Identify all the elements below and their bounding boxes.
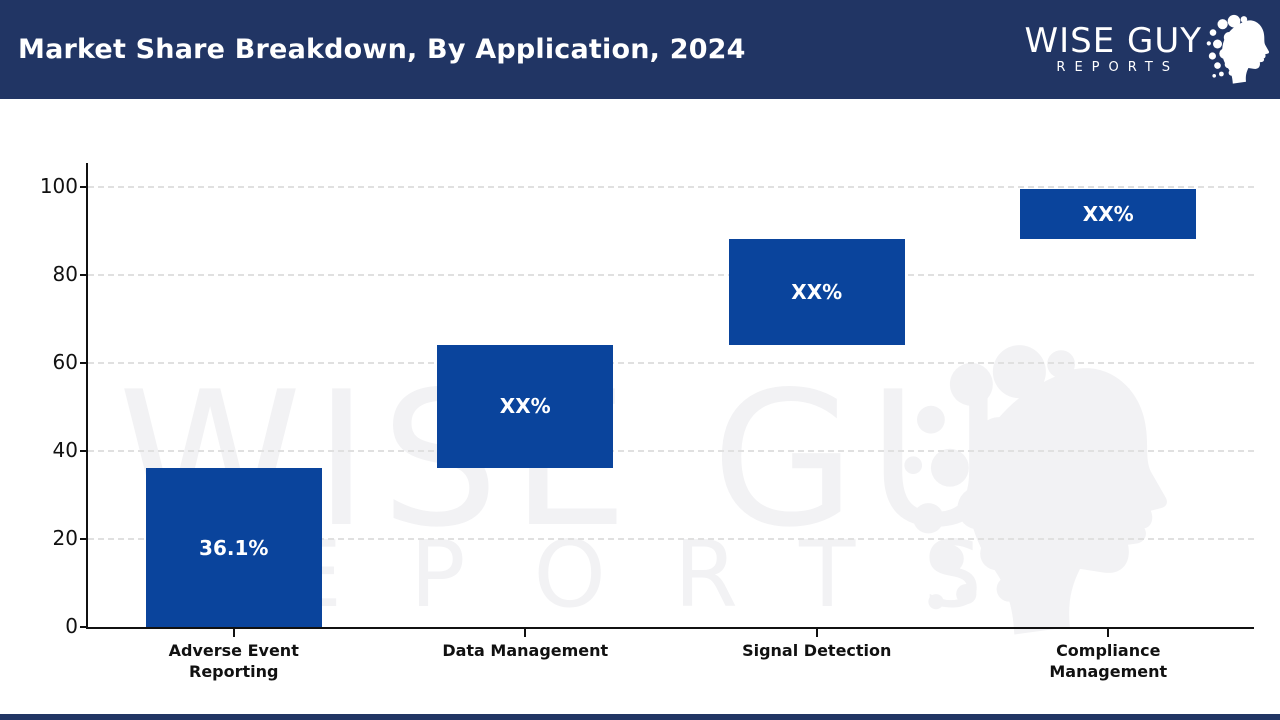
bar-compliance-management: XX% [1020,189,1197,239]
bar-value-label: XX% [791,279,843,304]
gridline-20 [88,538,1254,540]
x-category-label-signal-detection: Signal Detection [742,641,892,660]
axis-left-spine [86,163,88,629]
x-tick-mark [815,629,818,637]
x-category-label-adverse-event-reporting: Adverse Event Reporting [168,641,299,681]
y-tick-mark [80,362,88,364]
y-tick-label: 60 [52,350,78,374]
y-tick-label: 80 [52,262,78,286]
y-tick-mark [80,450,88,452]
watermark-face-icon [904,345,1167,635]
gridline-40 [88,450,1254,452]
logo-wordmark-line1: WISE GUY [1024,21,1202,62]
bar-value-label: XX% [499,394,551,419]
logo-wordmark-line2: REPORTS [1056,59,1180,75]
bar-adverse-event-reporting: 36.1% [145,468,322,627]
gridline-60 [88,362,1254,364]
y-tick-mark [80,186,88,188]
y-tick-mark [80,538,88,540]
y-tick-label: 40 [52,438,78,462]
x-category-label-data-management: Data Management [442,641,609,660]
bar-value-label: 36.1% [199,535,269,560]
wiseguy-face-icon [1206,14,1270,84]
bar-value-label: XX% [1082,202,1134,227]
bar-data-management: XX% [437,344,614,469]
page-title: Market Share Breakdown, By Application, … [18,34,746,65]
gridline-100 [88,186,1254,188]
logo-wordmark: WISE GUY REPORTS [1024,21,1202,75]
gridline-80 [88,274,1254,276]
x-category-label-compliance-management: Compliance Management [1049,641,1168,681]
axis-bottom-spine [86,627,1254,629]
header: Market Share Breakdown, By Application, … [0,0,1280,99]
footer-bar [0,714,1280,720]
y-tick-mark [80,626,88,628]
y-tick-label: 100 [39,174,78,198]
y-tick-label: 20 [52,526,78,550]
bar-signal-detection: XX% [728,238,905,345]
x-tick-mark [524,629,527,637]
plot-area: WISE GUY REPORTS 0 20 40 60 80 100 36.1% Advers… [0,99,1280,714]
x-tick-mark [1107,629,1110,637]
wiseguy-logo: WISE GUY REPORTS [1024,9,1270,91]
y-tick-mark [80,274,88,276]
x-tick-mark [232,629,235,637]
y-tick-label: 0 [65,614,78,638]
